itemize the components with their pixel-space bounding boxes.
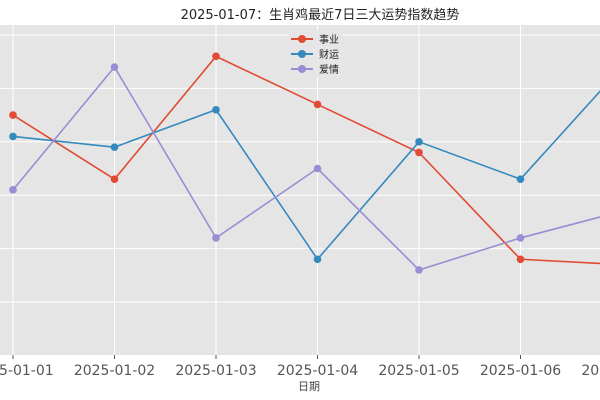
legend-item: 财运 xyxy=(291,46,339,61)
data-point xyxy=(110,143,119,151)
legend-item: 事业 xyxy=(291,31,339,46)
data-point xyxy=(110,175,119,183)
plot-background xyxy=(0,25,600,355)
x-tick-label: 2025-01-06 xyxy=(480,363,561,379)
x-tick-label: 2025-01-04 xyxy=(277,363,358,379)
legend-marker-icon xyxy=(291,49,313,59)
chart-legend: 事业 财运 爱情 xyxy=(287,30,343,77)
chart-title: 2025-01-07：生肖鸡最近7日三大运势指数趋势 xyxy=(180,8,460,23)
data-point xyxy=(516,175,525,183)
data-point xyxy=(313,100,322,109)
data-point xyxy=(9,111,17,119)
x-tick-label: 2025-01-05 xyxy=(378,363,459,379)
data-point xyxy=(516,234,525,242)
legend-marker-icon xyxy=(291,34,313,44)
data-point xyxy=(313,255,322,264)
data-point xyxy=(212,52,220,61)
data-point xyxy=(212,105,220,114)
legend-marker-icon xyxy=(291,64,313,74)
legend-label: 财运 xyxy=(319,50,339,61)
x-axis-label: 日期 xyxy=(298,380,320,393)
x-tick-label: 2025-01-07 xyxy=(581,363,600,379)
legend-item: 爱情 xyxy=(291,61,339,76)
data-point xyxy=(9,132,17,141)
data-point xyxy=(415,266,423,274)
data-point xyxy=(516,255,525,264)
x-tick-label: 2025-01-02 xyxy=(74,363,155,379)
data-point xyxy=(110,63,119,71)
data-point xyxy=(9,186,17,194)
data-point xyxy=(212,234,220,242)
legend-label: 爱情 xyxy=(319,65,339,76)
data-point xyxy=(415,138,423,146)
x-tick-label: 2025-01-03 xyxy=(175,363,256,379)
x-tick-label: 2025-01-01 xyxy=(0,363,54,379)
data-point xyxy=(313,164,322,173)
legend-label: 事业 xyxy=(319,35,339,46)
data-point xyxy=(415,148,423,157)
